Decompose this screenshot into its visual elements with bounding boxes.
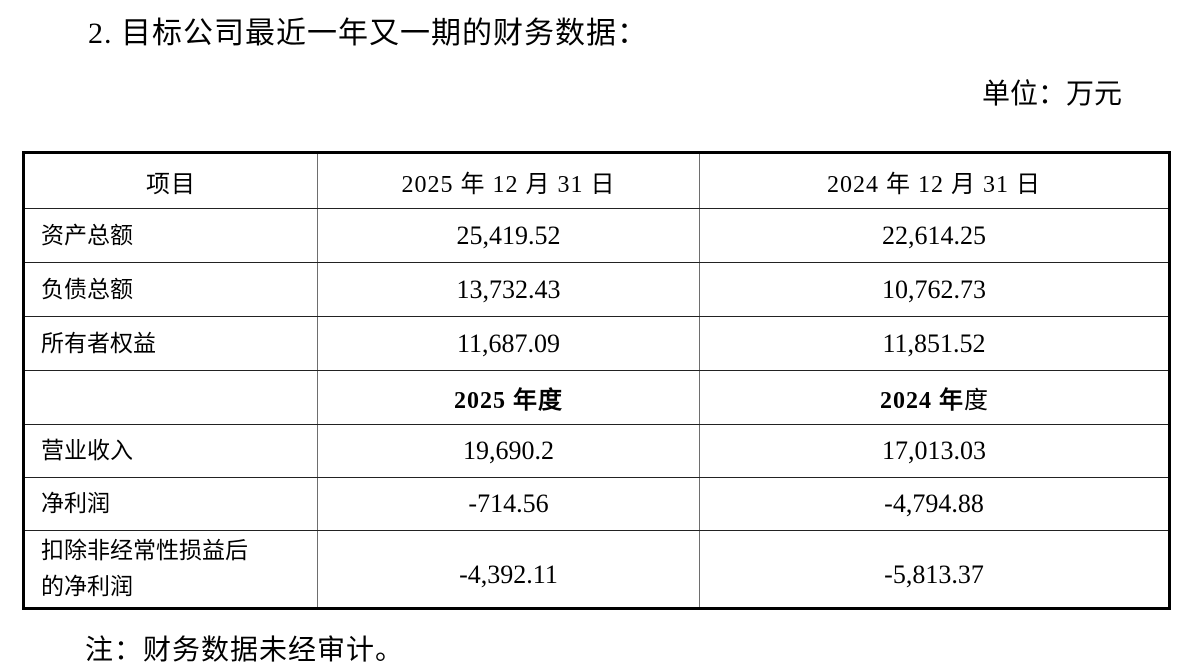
table-row-total-liabilities: 负债总额 13,732.43 10,762.73	[23, 262, 1170, 317]
row-label-operating-revenue: 营业收入	[23, 424, 318, 478]
total-liabilities-2024: 10,762.73	[699, 262, 1170, 317]
section-title: 2. 目标公司最近一年又一期的财务数据：	[88, 17, 648, 50]
total-assets-2024: 22,614.25	[699, 208, 1170, 263]
table-row-net-profit: 净利润 -714.56 -4,794.88	[23, 477, 1170, 531]
net-profit-2025: -714.56	[317, 477, 700, 531]
financial-data-table: 项目 2025 年 12 月 31 日 2024 年 12 月 31 日 资产总…	[22, 151, 1171, 610]
row-label-owners-equity: 所有者权益	[23, 316, 318, 371]
net-profit-excl-nonrecurring-2024: -5,813.37	[699, 530, 1170, 609]
owners-equity-2024: 11,851.52	[699, 316, 1170, 371]
table-row-net-profit-excl-nonrecurring: 扣除非经常性损益后 的净利润 -4,392.11 -5,813.37	[23, 530, 1170, 609]
table-period-subheader-row: 2025 年度 2024 年度	[23, 370, 1170, 425]
row-label-total-assets: 资产总额	[23, 208, 318, 263]
period-2024: 2024 年度	[699, 370, 1170, 425]
table-header-row: 项目 2025 年 12 月 31 日 2024 年 12 月 31 日	[23, 152, 1170, 209]
table-row-operating-revenue: 营业收入 19,690.2 17,013.03	[23, 424, 1170, 478]
row-label-net-profit: 净利润	[23, 477, 318, 531]
table-row-total-assets: 资产总额 25,419.52 22,614.25	[23, 208, 1170, 263]
row-label-total-liabilities: 负债总额	[23, 262, 318, 317]
operating-revenue-2025: 19,690.2	[317, 424, 700, 478]
table-row-owners-equity: 所有者权益 11,687.09 11,851.52	[23, 316, 1170, 371]
header-item: 项目	[23, 152, 318, 209]
operating-revenue-2024: 17,013.03	[699, 424, 1170, 478]
header-date-2025: 2025 年 12 月 31 日	[317, 152, 700, 209]
owners-equity-2025: 11,687.09	[317, 316, 700, 371]
total-liabilities-2025: 13,732.43	[317, 262, 700, 317]
net-profit-excl-nonrecurring-2025: -4,392.11	[317, 530, 700, 609]
header-date-2024: 2024 年 12 月 31 日	[699, 152, 1170, 209]
period-empty-cell	[23, 370, 318, 425]
total-assets-2025: 25,419.52	[317, 208, 700, 263]
period-2025: 2025 年度	[317, 370, 700, 425]
period-2025-label: 2025 年度	[454, 388, 563, 414]
net-profit-2024: -4,794.88	[699, 477, 1170, 531]
row-label-net-profit-excl-nonrecurring: 扣除非经常性损益后 的净利润	[23, 530, 318, 609]
unit-label: 单位：万元	[981, 79, 1122, 110]
period-2024-label-regular: 度	[964, 388, 988, 414]
period-2024-label-bold: 2024 年	[880, 388, 964, 414]
footnote: 注：财务数据未经审计。	[85, 635, 405, 666]
